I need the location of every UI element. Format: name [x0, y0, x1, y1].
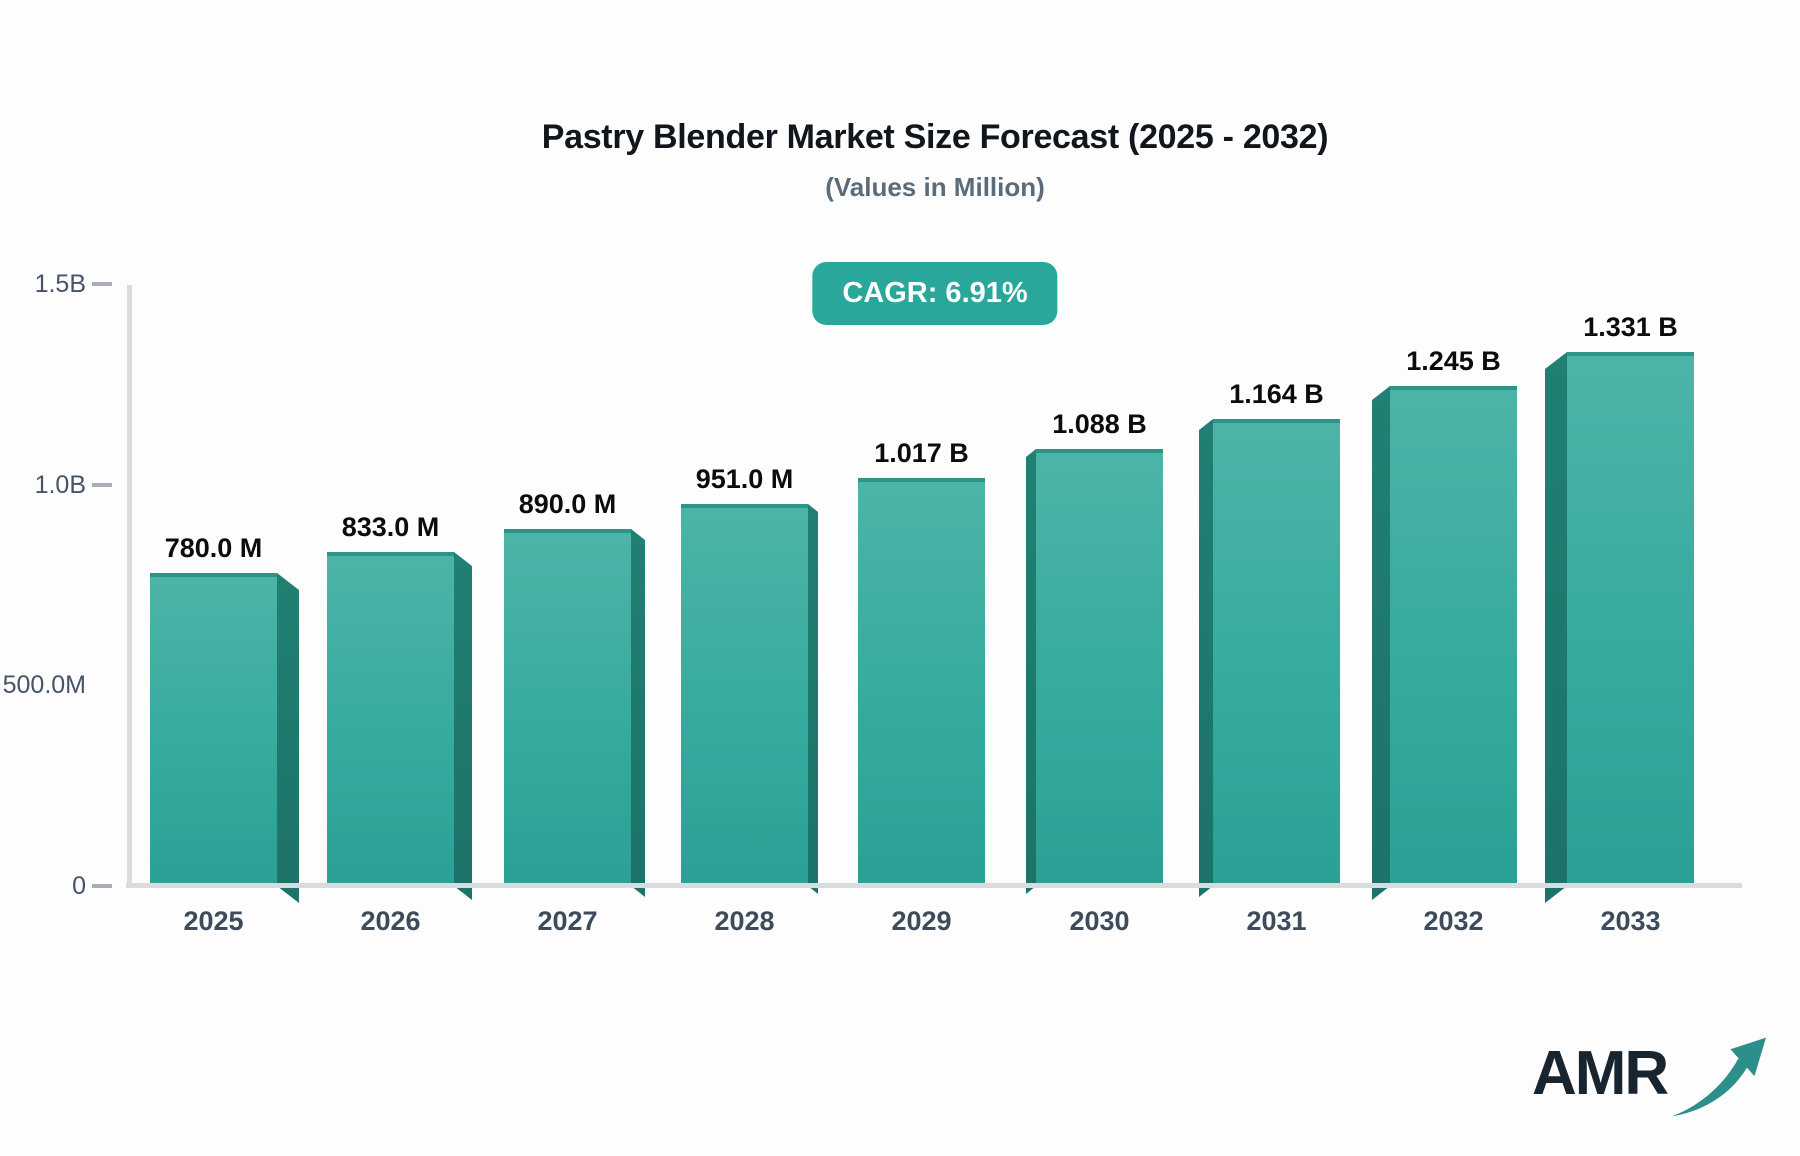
x-axis-label-2025: 2025: [183, 906, 244, 936]
x-axis-label-2031: 2031: [1246, 906, 1307, 936]
bar-value-label-2029: 1.017 B: [874, 438, 969, 468]
y-tick-1.0B: [92, 483, 112, 487]
bar-2032[interactable]: [1390, 386, 1517, 886]
trend-up-arrow-icon: [1671, 1037, 1766, 1117]
x-axis-line: [126, 883, 1742, 888]
bar-side-2027: [631, 529, 645, 897]
bar-2030[interactable]: [1036, 449, 1163, 886]
bar-2027[interactable]: [504, 529, 631, 886]
x-axis-label-2027: 2027: [537, 906, 598, 936]
bar-2033[interactable]: [1567, 352, 1694, 886]
x-axis-label-2026: 2026: [360, 906, 421, 936]
y-axis-label-1.5B: 1.5B: [34, 270, 86, 298]
x-axis-label-2029: 2029: [891, 906, 952, 936]
y-tick-1.5B: [92, 282, 112, 286]
y-tick-0: [92, 884, 112, 888]
bar-2025[interactable]: [150, 573, 277, 886]
chart-subtitle: (Values in Million): [825, 172, 1045, 202]
bar-value-label-2025: 780.0 M: [164, 533, 263, 563]
amr-logo: AMR: [1532, 1030, 1766, 1130]
bar-side-2025: [277, 573, 299, 903]
x-axis-label-2028: 2028: [714, 906, 775, 936]
x-axis-label-2033: 2033: [1600, 906, 1661, 936]
bar-2028[interactable]: [681, 504, 808, 886]
bar-value-label-2031: 1.164 B: [1229, 379, 1324, 409]
bar-value-label-2026: 833.0 M: [341, 512, 440, 542]
amr-logo-text: AMR: [1532, 1039, 1669, 1108]
bar-2031[interactable]: [1213, 419, 1340, 886]
y-axis-label-0: 0: [72, 872, 86, 900]
bar-side-2032: [1372, 386, 1390, 900]
cagr-badge: CAGR: 6.91%: [812, 262, 1058, 325]
bar-side-2033: [1545, 352, 1567, 903]
bar-2026[interactable]: [327, 552, 454, 886]
bar-value-label-2027: 890.0 M: [518, 489, 617, 519]
bar-side-2031: [1199, 419, 1213, 897]
bar-side-2026: [454, 552, 472, 900]
y-axis-line: [127, 285, 132, 886]
y-axis-label-500.0M: 500.0M: [2, 671, 86, 699]
chart-title: Pastry Blender Market Size Forecast (202…: [541, 118, 1329, 156]
bar-value-label-2028: 951.0 M: [695, 464, 794, 494]
bar-value-label-2030: 1.088 B: [1052, 409, 1147, 439]
bar-side-2028: [808, 504, 818, 894]
bar-value-label-2033: 1.331 B: [1583, 312, 1678, 342]
bar-side-2030: [1026, 449, 1036, 894]
bar-2029[interactable]: [858, 478, 985, 886]
x-axis-label-2030: 2030: [1069, 906, 1130, 936]
x-axis-label-2032: 2032: [1423, 906, 1484, 936]
y-axis-label-1.0B: 1.0B: [34, 471, 86, 499]
bar-value-label-2032: 1.245 B: [1406, 346, 1501, 376]
